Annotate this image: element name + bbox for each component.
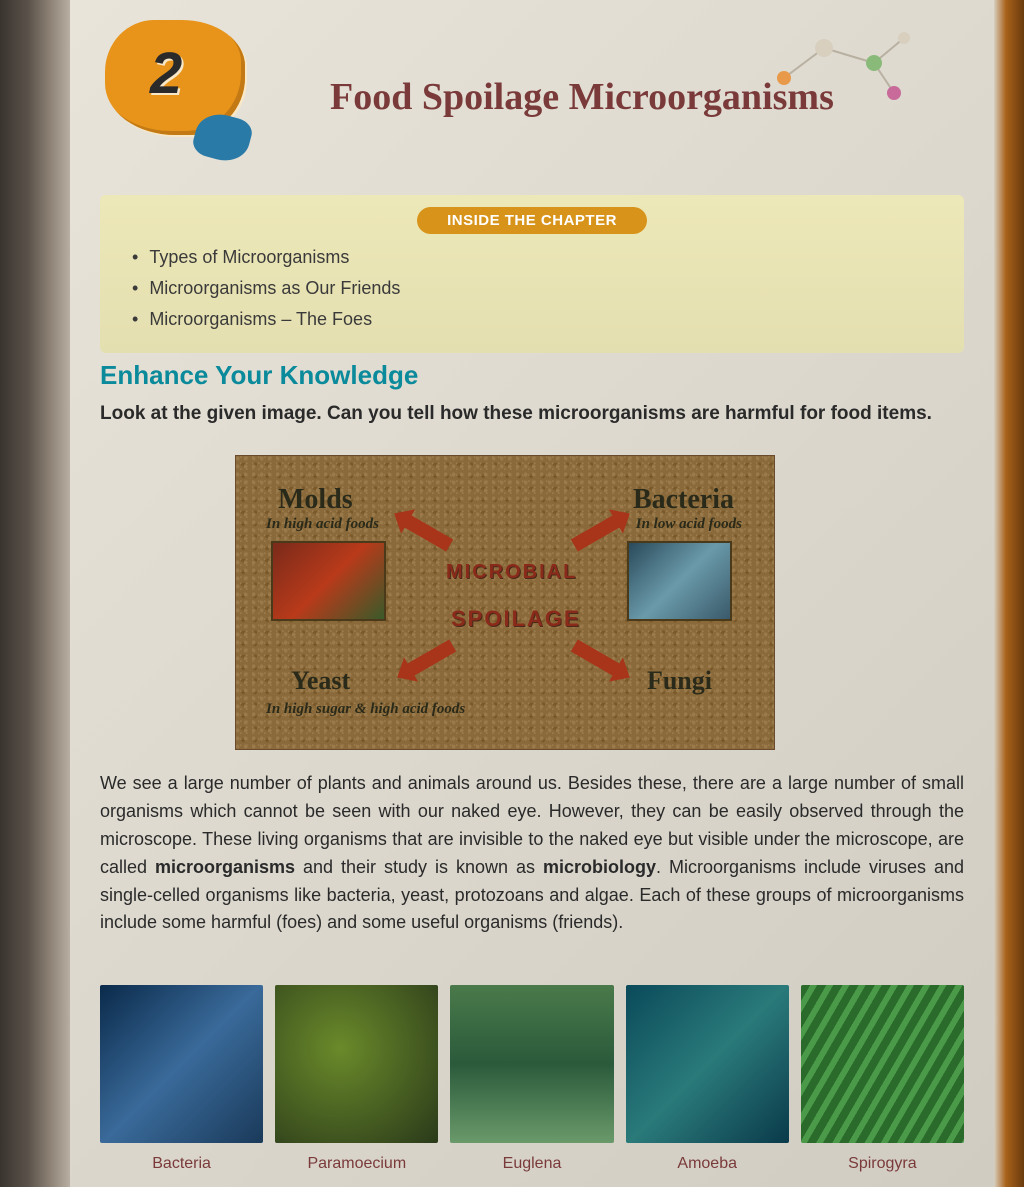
chapter-title: Food Spoilage Microorganisms: [330, 75, 834, 119]
caption: Paramoecium: [275, 1155, 438, 1173]
thumb-euglena: [450, 985, 613, 1143]
diagram-center-1: MICROBIAL: [446, 561, 577, 584]
thumb-amoeba: [626, 985, 789, 1143]
microorganism-thumbnails: [100, 985, 964, 1143]
diagram-image-molds: [271, 541, 386, 621]
textbook-page: 2 Food Spoilage Microorganisms INSIDE TH…: [70, 0, 994, 1187]
diagram-sub-bacteria: In low acid foods: [636, 516, 742, 533]
book-spine-shadow: [0, 0, 70, 1187]
diagram-label-molds: Molds: [278, 484, 353, 516]
caption: Euglena: [450, 1155, 613, 1173]
contents-item: Microorganisms – The Foes: [128, 304, 936, 335]
thumb-spirogyra: [801, 985, 964, 1143]
thumb-bacteria: [100, 985, 263, 1143]
contents-item: Microorganisms as Our Friends: [128, 273, 936, 304]
diagram-sub-yeast: In high sugar & high acid foods: [266, 701, 465, 718]
caption: Bacteria: [100, 1155, 263, 1173]
book-edge-right: [994, 0, 1024, 1187]
chapter-contents-list: Types of Microorganisms Microorganisms a…: [128, 242, 936, 335]
chapter-number-badge: 2: [95, 20, 270, 165]
body-paragraph: We see a large number of plants and anim…: [100, 770, 964, 937]
diagram-center-2: SPOILAGE: [451, 606, 581, 632]
arrow-icon: [571, 514, 621, 551]
arrow-icon: [403, 514, 453, 551]
diagram-label-fungi: Fungi: [647, 666, 712, 696]
inside-chapter-pill: INSIDE THE CHAPTER: [417, 207, 647, 234]
diagram-image-bacteria: [627, 541, 732, 621]
diagram-sub-molds: In high acid foods: [266, 516, 379, 533]
chapter-number: 2: [150, 40, 182, 107]
diagram-label-bacteria: Bacteria: [633, 484, 734, 516]
arrow-icon: [571, 639, 621, 676]
diagram-label-yeast: Yeast: [291, 666, 350, 696]
contents-item: Types of Microorganisms: [128, 242, 936, 273]
arrow-icon: [406, 639, 456, 676]
caption: Amoeba: [626, 1155, 789, 1173]
bold-term: microbiology: [543, 857, 656, 877]
inside-chapter-box: INSIDE THE CHAPTER Types of Microorganis…: [100, 195, 964, 353]
bold-term: microorganisms: [155, 857, 295, 877]
section-heading: Enhance Your Knowledge: [100, 360, 418, 391]
caption: Spirogyra: [801, 1155, 964, 1173]
thumb-paramoecium: [275, 985, 438, 1143]
body-text: and their study is known as: [295, 857, 543, 877]
intro-paragraph: Look at the given image. Can you tell ho…: [100, 400, 964, 429]
spoilage-diagram: Molds In high acid foods Bacteria In low…: [235, 455, 775, 750]
thumbnail-captions: Bacteria Paramoecium Euglena Amoeba Spir…: [100, 1155, 964, 1173]
